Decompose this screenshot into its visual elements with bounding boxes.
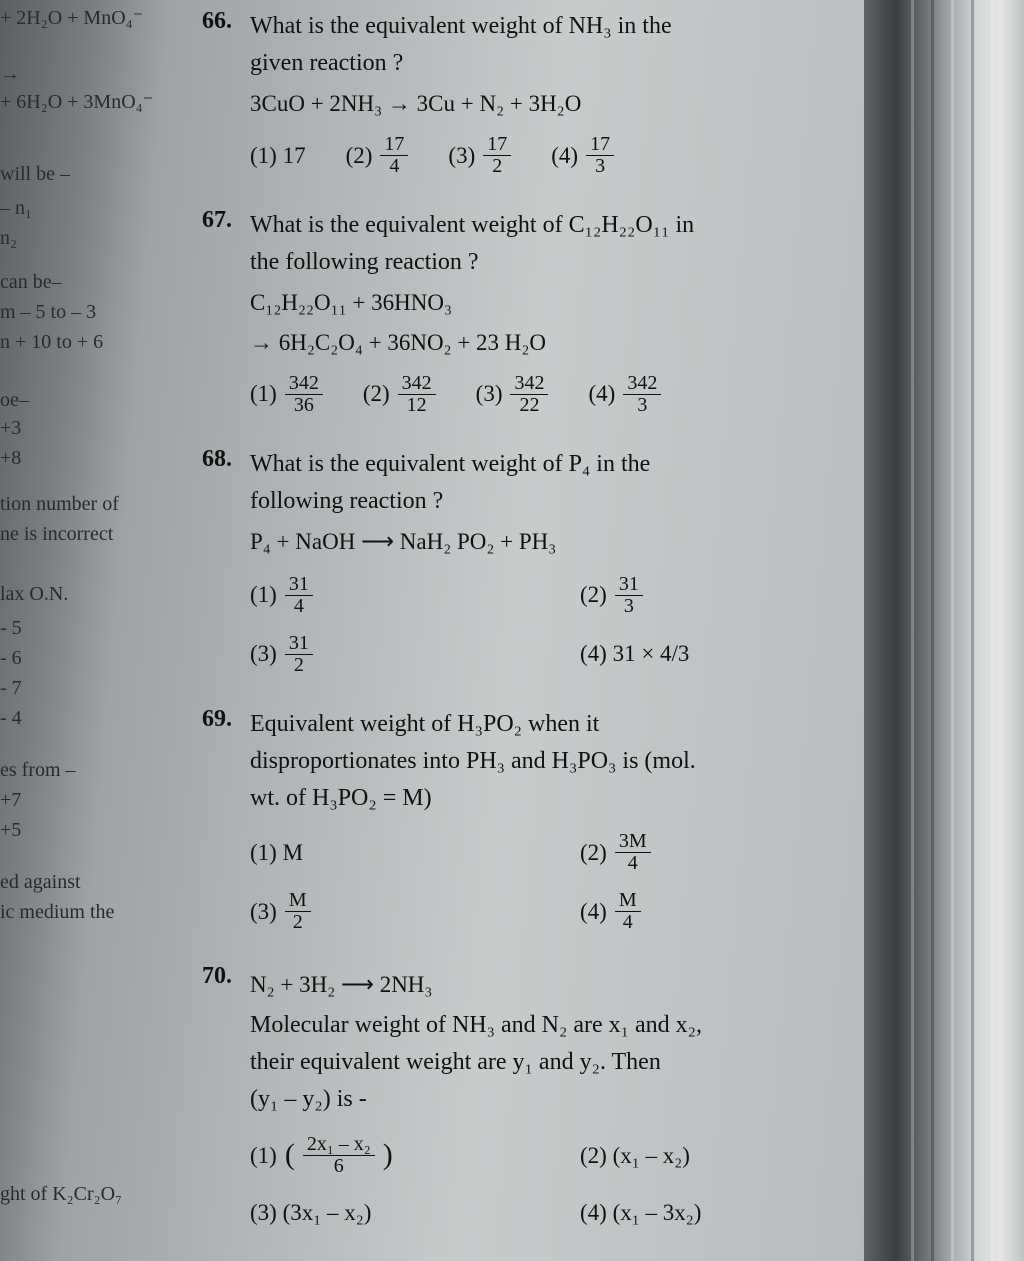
book-gutter bbox=[864, 0, 1024, 1261]
question-number: 66. bbox=[190, 8, 250, 177]
option-2: (2)174 bbox=[346, 134, 409, 177]
question-text: What is the equivalent weight of C₁₂H₂₂O… bbox=[250, 207, 850, 244]
left-fragment: +7 bbox=[0, 786, 175, 814]
page-content: + 2H₂O + MnO₄⁻ → + 6H₂O + 3MnO₄⁻ will be… bbox=[0, 0, 870, 1261]
option-2: (2) (x₁ – x₂) bbox=[580, 1132, 850, 1179]
left-fragment: → bbox=[0, 60, 175, 88]
reaction: N₂ + 3H₂ ⟶ 2NH₃ bbox=[250, 967, 850, 1003]
left-fragment: ne is incorrect bbox=[0, 520, 175, 548]
left-fragment: ic medium the bbox=[0, 898, 175, 926]
question-text: wt. of H₃PO₂ = M) bbox=[250, 780, 850, 817]
left-fragment: - 6 bbox=[0, 644, 175, 672]
option-4: (4) 31 × 4/3 bbox=[580, 633, 850, 676]
left-fragment: ght of K₂Cr₂O₇ bbox=[0, 1180, 175, 1208]
option-4: (4) (x₁ – 3x₂) bbox=[580, 1195, 850, 1231]
reaction: P₄ + NaOH ⟶ NaH₂ PO₂ + PH₃ bbox=[250, 524, 850, 560]
option-3: (3)172 bbox=[448, 134, 511, 177]
option-3: (3)312 bbox=[250, 633, 520, 676]
reaction: C₁₂H₂₂O₁₁ + 36HNO₃ bbox=[250, 285, 850, 321]
reaction: → 6H₂C₂O₄ + 36NO₂ + 23 H₂O bbox=[250, 325, 850, 361]
question-66: 66. What is the equivalent weight of NH₃… bbox=[190, 8, 850, 177]
left-fragment: will be – bbox=[0, 160, 175, 188]
option-4: (4)M4 bbox=[580, 890, 850, 933]
question-text: Molecular weight of NH₃ and N₂ are x₁ an… bbox=[250, 1007, 850, 1044]
option-2: (2)34212 bbox=[363, 373, 436, 416]
left-fragment: ed against bbox=[0, 868, 175, 896]
question-text: given reaction ? bbox=[250, 45, 850, 82]
reaction: 3CuO + 2NH₃ → 3Cu + N₂ + 3H₂O bbox=[250, 86, 850, 122]
left-fragment: oe– bbox=[0, 386, 175, 414]
left-fragment: + 2H₂O + MnO₄⁻ bbox=[0, 4, 175, 32]
question-text: their equivalent weight are y₁ and y₂. T… bbox=[250, 1044, 850, 1081]
left-fragment: +5 bbox=[0, 816, 175, 844]
question-number: 69. bbox=[190, 706, 250, 934]
left-fragment: es from – bbox=[0, 756, 175, 784]
left-fragment: n₂ bbox=[0, 224, 175, 252]
option-2: (2)313 bbox=[580, 574, 850, 617]
question-text: What is the equivalent weight of NH₃ in … bbox=[250, 8, 850, 45]
option-4: (4)3423 bbox=[588, 373, 661, 416]
left-fragment: – n₁ bbox=[0, 194, 175, 222]
option-4: (4)173 bbox=[551, 134, 614, 177]
question-number: 67. bbox=[190, 207, 250, 416]
option-1: (1)34236 bbox=[250, 373, 323, 416]
question-number: 70. bbox=[190, 963, 250, 1230]
left-fragment: +3 bbox=[0, 414, 175, 442]
question-text: (y₁ – y₂) is - bbox=[250, 1081, 850, 1118]
left-fragment: m – 5 to – 3 bbox=[0, 298, 175, 326]
question-text: disproportionates into PH₃ and H₃PO₃ is … bbox=[250, 743, 850, 780]
left-fragment: - 4 bbox=[0, 704, 175, 732]
left-fragment: - 7 bbox=[0, 674, 175, 702]
question-68: 68. What is the equivalent weight of P₄ … bbox=[190, 446, 850, 676]
left-fragment: tion number of bbox=[0, 490, 175, 518]
question-text: following reaction ? bbox=[250, 483, 850, 520]
question-text: Equivalent weight of H₃PO₂ when it bbox=[250, 706, 850, 743]
option-3: (3) (3x₁ – x₂) bbox=[250, 1195, 520, 1231]
question-text: the following reaction ? bbox=[250, 244, 850, 281]
question-number: 68. bbox=[190, 446, 250, 676]
option-1: (1)314 bbox=[250, 574, 520, 617]
left-fragment: n + 10 to + 6 bbox=[0, 328, 175, 356]
option-3: (3)M2 bbox=[250, 890, 520, 933]
option-2: (2)3M4 bbox=[580, 831, 850, 874]
question-67: 67. What is the equivalent weight of C₁₂… bbox=[190, 207, 850, 416]
option-1: (1) 17 bbox=[250, 134, 306, 177]
left-fragment: - 5 bbox=[0, 614, 175, 642]
left-fragment: + 6H₂O + 3MnO₄⁻ bbox=[0, 88, 175, 116]
option-1: (1) M bbox=[250, 831, 520, 874]
question-69: 69. Equivalent weight of H₃PO₂ when it d… bbox=[190, 706, 850, 934]
option-3: (3)34222 bbox=[476, 373, 549, 416]
left-fragment: lax O.N. bbox=[0, 580, 175, 608]
option-1: (1) ( 2x₁ – x₂6 ) bbox=[250, 1132, 520, 1179]
question-text: What is the equivalent weight of P₄ in t… bbox=[250, 446, 850, 483]
left-fragment: +8 bbox=[0, 444, 175, 472]
left-fragment: can be– bbox=[0, 268, 175, 296]
question-70: 70. N₂ + 3H₂ ⟶ 2NH₃ Molecular weight of … bbox=[190, 963, 850, 1230]
